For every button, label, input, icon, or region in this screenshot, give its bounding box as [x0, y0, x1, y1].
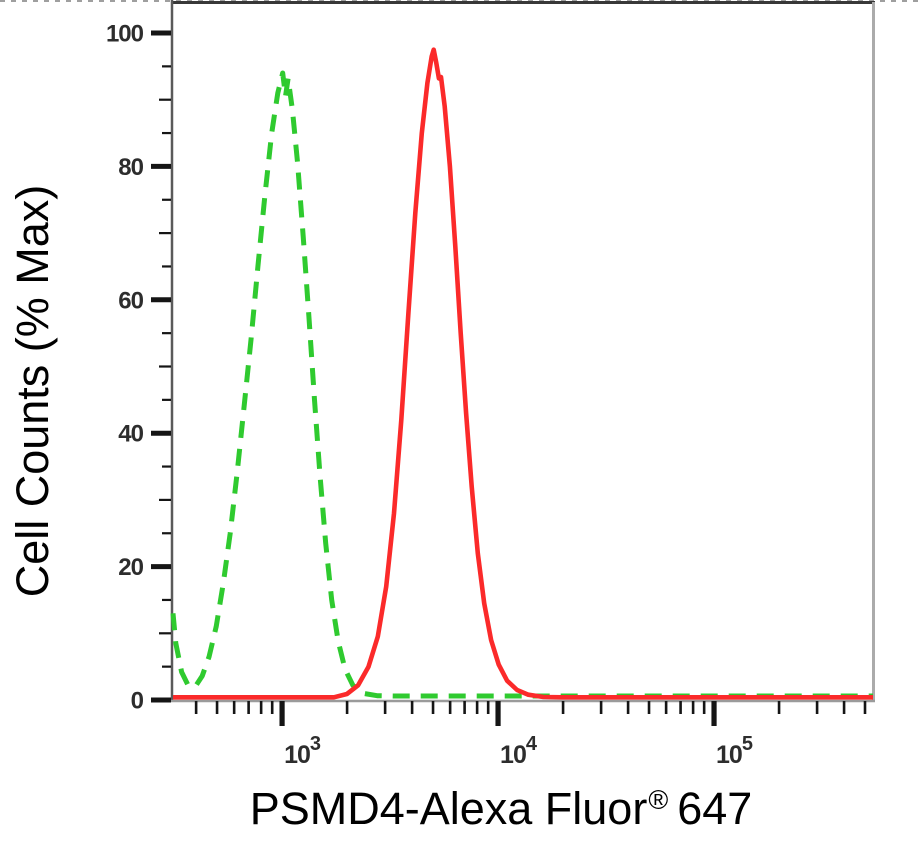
- y-tick-label: 20: [118, 554, 143, 581]
- y-tick-label: 0: [131, 688, 144, 715]
- x-axis-title-main: PSMD4-Alexa Fluor: [249, 783, 648, 834]
- curve-red-solid: [173, 47, 873, 700]
- y-axis-title: Cell Counts (% Max): [7, 184, 58, 598]
- x-tick-label: 105: [716, 733, 753, 769]
- x-tick-label: 103: [284, 733, 321, 769]
- curve-green-dashed: [170, 70, 873, 699]
- x-axis-title-number: 647: [677, 783, 753, 834]
- y-tick-label: 100: [106, 21, 144, 48]
- y-tick-label: 40: [118, 421, 143, 448]
- registered-trademark-symbol: ®: [648, 785, 669, 815]
- y-tick-label: 80: [118, 154, 143, 181]
- x-tick-label: 104: [500, 733, 538, 769]
- y-tick-label: 60: [118, 287, 143, 314]
- x-axis-title: PSMD4-Alexa Fluor® 647: [250, 783, 753, 835]
